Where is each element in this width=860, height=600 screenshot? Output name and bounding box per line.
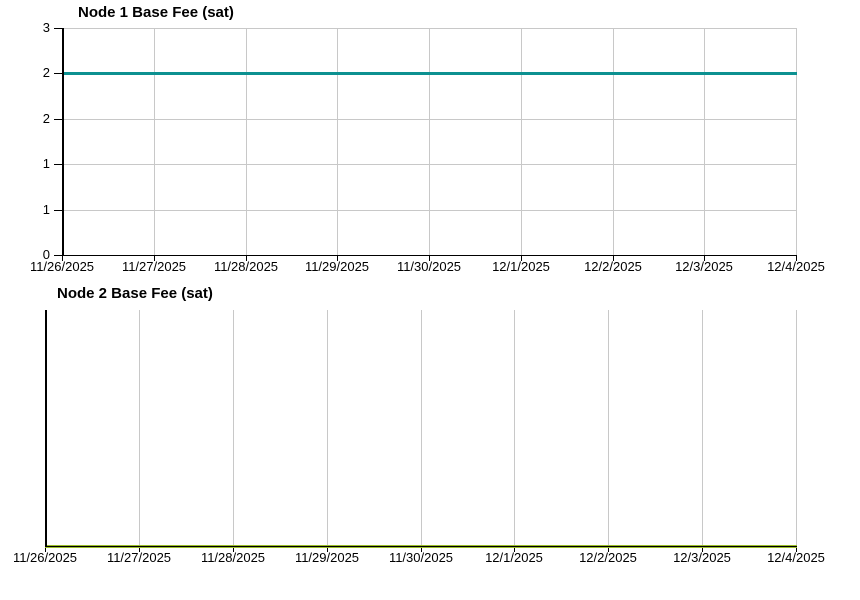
x-axis: [62, 255, 797, 256]
x-axis-label: 11/28/2025: [213, 259, 279, 274]
x-axis-tick: [246, 255, 247, 261]
x-axis-tick: [514, 546, 515, 552]
x-axis-label: 12/2/2025: [584, 259, 642, 274]
x-axis-label: 11/27/2025: [121, 259, 187, 274]
y-axis: [62, 28, 64, 256]
y-axis-tick: [54, 28, 62, 29]
vertical-gridline: [421, 310, 422, 546]
y-axis-tick: [54, 164, 62, 165]
x-axis-tick: [521, 255, 522, 261]
y-axis-tick: [54, 210, 62, 211]
y-axis-tick: [54, 119, 62, 120]
vertical-gridline: [514, 310, 515, 546]
x-axis-label: 11/26/2025: [12, 550, 78, 565]
vertical-gridline: [704, 28, 705, 255]
x-axis-tick: [233, 546, 234, 552]
x-axis-label: 11/27/2025: [106, 550, 172, 565]
vertical-gridline: [154, 28, 155, 255]
vertical-gridline: [521, 28, 522, 255]
node1-chart-title: Node 1 Base Fee (sat): [78, 4, 234, 21]
x-axis-tick: [337, 255, 338, 261]
x-axis-tick: [154, 255, 155, 261]
x-axis-label: 12/4/2025: [767, 259, 825, 274]
horizontal-gridline: [64, 164, 797, 165]
x-axis-tick: [45, 546, 46, 552]
x-axis-tick: [62, 255, 63, 261]
y-axis-label: 0: [42, 247, 50, 262]
y-axis-label: 3: [42, 20, 50, 35]
x-axis-tick: [327, 546, 328, 552]
y-axis-tick: [54, 255, 62, 256]
x-axis-label: 12/1/2025: [485, 550, 543, 565]
horizontal-gridline: [64, 119, 797, 120]
x-axis-tick: [796, 546, 797, 552]
x-axis-label: 12/3/2025: [675, 259, 733, 274]
vertical-gridline: [702, 310, 703, 546]
horizontal-gridline: [64, 28, 797, 29]
y-axis: [45, 310, 47, 547]
series-line-node-1-base-fee: [62, 72, 797, 75]
y-axis-label: 1: [42, 202, 50, 217]
x-axis-tick: [139, 546, 140, 552]
x-axis-label: 12/3/2025: [673, 550, 731, 565]
x-axis-label: 12/2/2025: [579, 550, 637, 565]
x-axis-label: 11/30/2025: [388, 550, 454, 565]
vertical-gridline: [327, 310, 328, 546]
x-axis-label: 11/26/2025: [29, 259, 95, 274]
x-axis-tick: [613, 255, 614, 261]
x-axis-tick: [421, 546, 422, 552]
node2-chart-title: Node 2 Base Fee (sat): [57, 285, 213, 302]
node2-plot-area: 11/26/2025 11/27/2025 11/28/2025 11/29/2025…: [13, 310, 825, 565]
vertical-gridline: [139, 310, 140, 546]
vertical-gridline: [246, 28, 247, 255]
y-axis-label: 1: [42, 156, 50, 171]
vertical-gridline: [608, 310, 609, 546]
x-axis-tick: [796, 255, 797, 261]
vertical-gridline: [796, 28, 797, 255]
y-axis-label: 2: [42, 65, 50, 80]
x-axis-label: 11/29/2025: [294, 550, 360, 565]
x-axis-label: 12/4/2025: [767, 550, 825, 565]
vertical-gridline: [613, 28, 614, 255]
node1-plot-area: 3 2 2 1 1 0 11/26/2025 11/27/2025 11/28/2025 11/2…: [30, 20, 825, 274]
vertical-gridline: [233, 310, 234, 546]
x-axis-label: 11/29/2025: [304, 259, 370, 274]
x-axis: [45, 546, 797, 547]
x-axis-label: 11/28/2025: [200, 550, 266, 565]
vertical-gridline: [796, 310, 797, 546]
x-axis-tick: [608, 546, 609, 552]
x-axis-label: 12/1/2025: [492, 259, 550, 274]
horizontal-gridline: [64, 210, 797, 211]
x-axis-tick: [429, 255, 430, 261]
x-axis-tick: [702, 546, 703, 552]
vertical-gridline: [429, 28, 430, 255]
x-axis-tick: [704, 255, 705, 261]
y-axis-tick: [54, 73, 62, 74]
vertical-gridline: [337, 28, 338, 255]
y-axis-label: 2: [42, 111, 50, 126]
x-axis-label: 11/30/2025: [396, 259, 462, 274]
